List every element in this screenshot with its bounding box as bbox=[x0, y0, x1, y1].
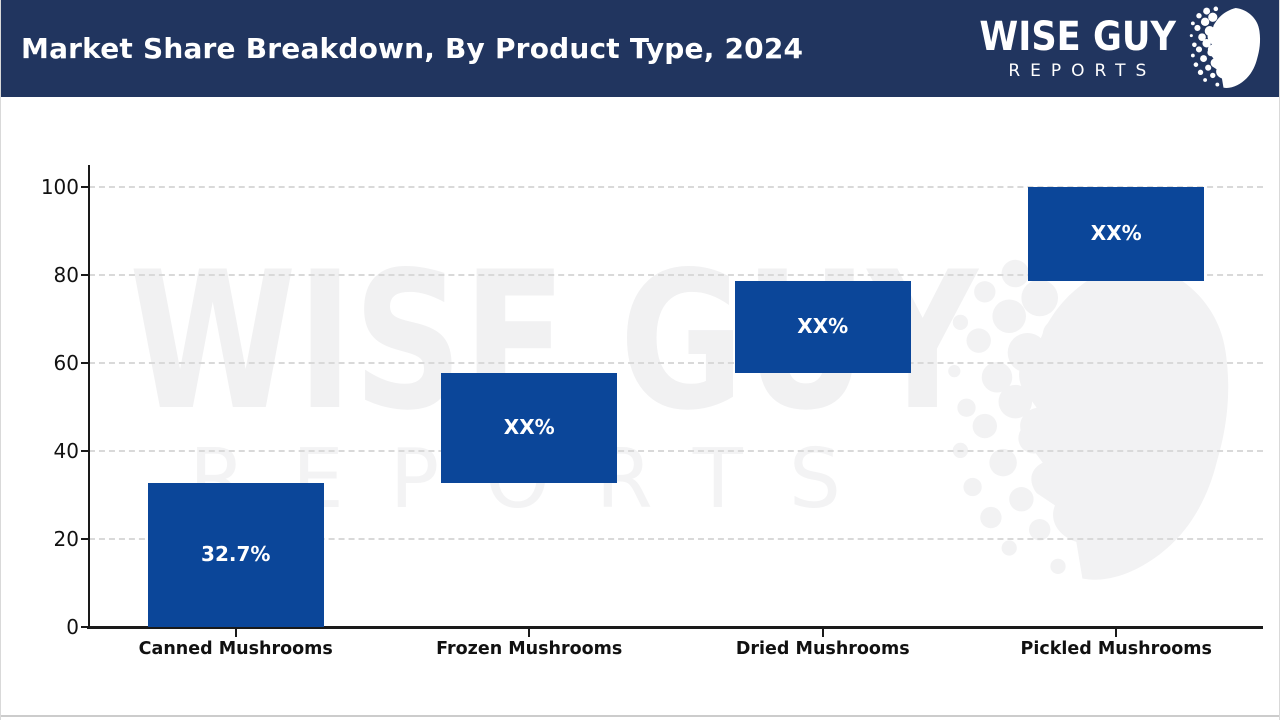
y-tick-mark bbox=[81, 274, 89, 276]
bar-value-label: XX% bbox=[503, 415, 555, 440]
y-tick-label: 80 bbox=[53, 263, 79, 287]
page-title: Market Share Breakdown, By Product Type,… bbox=[21, 32, 804, 65]
bar-frozen-mushrooms: XX% bbox=[441, 373, 618, 484]
bar-pickled-mushrooms: XX% bbox=[1028, 187, 1205, 282]
y-tick-mark bbox=[81, 450, 89, 452]
logo-name: WISE GUY bbox=[979, 13, 1176, 60]
x-category-label: Frozen Mushrooms bbox=[436, 639, 623, 659]
gridline-40 bbox=[89, 450, 1263, 452]
y-tick-mark bbox=[81, 538, 89, 540]
x-category-label: Dried Mushrooms bbox=[735, 639, 910, 659]
y-tick-label: 60 bbox=[53, 351, 79, 375]
header-band: Market Share Breakdown, By Product Type,… bbox=[1, 0, 1279, 97]
x-tick-mark bbox=[821, 628, 824, 637]
x-axis-spine bbox=[87, 625, 1263, 629]
y-tick-label: 40 bbox=[53, 439, 79, 463]
x-tick-mark bbox=[528, 628, 531, 637]
bar-value-label: 32.7% bbox=[201, 542, 271, 567]
logo-head-icon bbox=[1189, 6, 1261, 88]
logo-text: WISE GUY REPORTS bbox=[966, 17, 1189, 81]
logo-tagline: REPORTS bbox=[1008, 60, 1157, 81]
watermark-head-icon bbox=[948, 255, 1229, 580]
y-axis-spine bbox=[87, 165, 90, 627]
x-tick-mark bbox=[234, 628, 237, 637]
x-tick-mark bbox=[1115, 628, 1118, 637]
y-tick-mark bbox=[81, 362, 89, 364]
bottom-divider bbox=[1, 715, 1279, 717]
gridline-100 bbox=[89, 186, 1263, 188]
gridline-60 bbox=[89, 362, 1263, 364]
y-tick-mark bbox=[81, 186, 89, 188]
y-tick-label: 0 bbox=[66, 615, 79, 639]
y-tick-label: 100 bbox=[40, 175, 79, 199]
x-category-label: Pickled Mushrooms bbox=[1020, 639, 1212, 659]
gridline-20 bbox=[89, 538, 1263, 540]
bar-value-label: XX% bbox=[1090, 221, 1142, 246]
bar-value-label: XX% bbox=[797, 314, 849, 339]
y-tick-label: 20 bbox=[53, 527, 79, 551]
wise-guy-reports-logo: WISE GUY REPORTS bbox=[966, 5, 1279, 93]
gridline-80 bbox=[89, 274, 1263, 276]
y-tick-mark bbox=[81, 626, 89, 628]
x-category-label: Canned Mushrooms bbox=[138, 639, 333, 659]
bar-dried-mushrooms: XX% bbox=[734, 281, 911, 374]
bar-canned-mushrooms: 32.7% bbox=[147, 483, 324, 627]
